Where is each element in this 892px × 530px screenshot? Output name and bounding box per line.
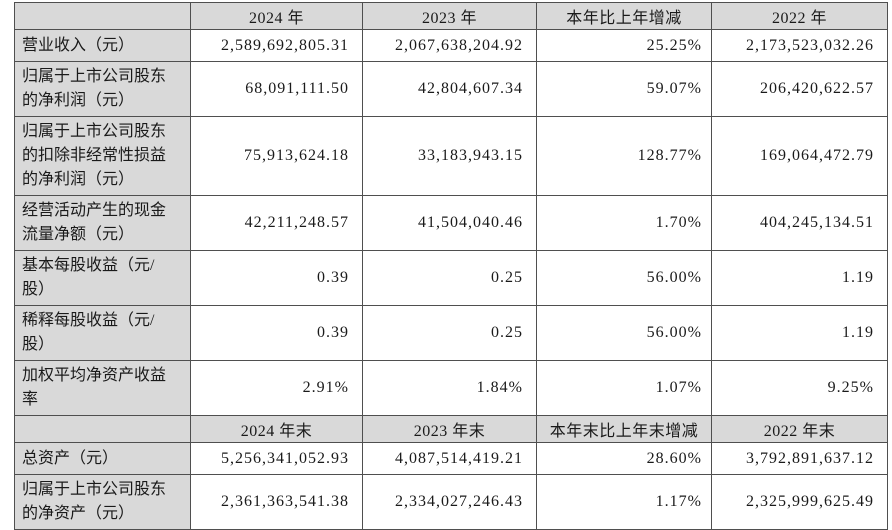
financial-summary-table: 2024 年 2023 年 本年比上年增减 2022 年 营业收入（元） 2,5… xyxy=(14,2,888,530)
table-cell: 0.25 xyxy=(362,250,537,306)
table-row-total-assets: 总资产（元） 5,256,341,052.93 4,087,514,419.21… xyxy=(14,442,888,475)
column-header-2022-end: 2022 年末 xyxy=(711,415,888,443)
table-cell: 1.84% xyxy=(362,360,537,416)
table-cell: 2,589,692,805.31 xyxy=(190,29,363,62)
table-row-net-assets: 归属于上市公司股东的净资产（元） 2,361,363,541.38 2,334,… xyxy=(14,474,888,530)
table-cell: 59.07% xyxy=(536,61,712,117)
row-label: 归属于上市公司股东的净资产（元） xyxy=(14,474,191,530)
table-row-net-profit: 归属于上市公司股东的净利润（元） 68,091,111.50 42,804,60… xyxy=(14,61,888,117)
table-cell: 2.91% xyxy=(190,360,363,416)
table-cell: 41,504,040.46 xyxy=(362,195,537,251)
row-label: 归属于上市公司股东的净利润（元） xyxy=(14,61,191,117)
table-cell: 169,064,472.79 xyxy=(711,116,888,196)
table-cell: 0.39 xyxy=(190,305,363,361)
table-cell: 75,913,624.18 xyxy=(190,116,363,196)
table-cell: 56.00% xyxy=(536,250,712,306)
row-label: 经营活动产生的现金流量净额（元） xyxy=(14,195,191,251)
table-cell: 1.19 xyxy=(711,305,888,361)
table-cell: 25.25% xyxy=(536,29,712,62)
table-cell: 42,211,248.57 xyxy=(190,195,363,251)
table-cell: 404,245,134.51 xyxy=(711,195,888,251)
table-cell: 5,256,341,052.93 xyxy=(190,442,363,475)
period-end-header-row: 2024 年末 2023 年末 本年末比上年末增减 2022 年末 xyxy=(14,415,888,443)
table-cell: 2,067,638,204.92 xyxy=(362,29,537,62)
table-cell: 1.19 xyxy=(711,250,888,306)
column-header-end-yoy-change: 本年末比上年末增减 xyxy=(536,415,712,443)
row-label: 稀释每股收益（元/股） xyxy=(14,305,191,361)
table-row-weighted-avg-roe: 加权平均净资产收益率 2.91% 1.84% 1.07% 9.25% xyxy=(14,360,888,416)
column-header-yoy-change: 本年比上年增减 xyxy=(536,2,712,30)
table-row-operating-cash-flow: 经营活动产生的现金流量净额（元） 42,211,248.57 41,504,04… xyxy=(14,195,888,251)
row-label: 归属于上市公司股东的扣除非经常性损益的净利润（元） xyxy=(14,116,191,196)
table-row-diluted-eps: 稀释每股收益（元/股） 0.39 0.25 56.00% 1.19 xyxy=(14,305,888,361)
corner-cell xyxy=(14,2,191,30)
table-cell: 68,091,111.50 xyxy=(190,61,363,117)
annual-header-row: 2024 年 2023 年 本年比上年增减 2022 年 xyxy=(14,2,888,30)
row-label: 总资产（元） xyxy=(14,442,191,475)
column-header-2024-end: 2024 年末 xyxy=(190,415,363,443)
row-label: 营业收入（元） xyxy=(14,29,191,62)
table-row-revenue: 营业收入（元） 2,589,692,805.31 2,067,638,204.9… xyxy=(14,29,888,62)
column-header-2022: 2022 年 xyxy=(711,2,888,30)
table-cell: 206,420,622.57 xyxy=(711,61,888,117)
column-header-2023: 2023 年 xyxy=(362,2,537,30)
table-cell: 3,792,891,637.12 xyxy=(711,442,888,475)
table-cell: 9.25% xyxy=(711,360,888,416)
row-label: 基本每股收益（元/股） xyxy=(14,250,191,306)
table-cell: 28.60% xyxy=(536,442,712,475)
table-cell: 2,173,523,032.26 xyxy=(711,29,888,62)
corner-cell xyxy=(14,415,191,443)
table-cell: 33,183,943.15 xyxy=(362,116,537,196)
column-header-2023-end: 2023 年末 xyxy=(362,415,537,443)
table-cell: 2,325,999,625.49 xyxy=(711,474,888,530)
table-row-deducted-net-profit: 归属于上市公司股东的扣除非经常性损益的净利润（元） 75,913,624.18 … xyxy=(14,116,888,196)
table-cell: 0.39 xyxy=(190,250,363,306)
table-cell: 1.17% xyxy=(536,474,712,530)
column-header-2024: 2024 年 xyxy=(190,2,363,30)
table-cell: 42,804,607.34 xyxy=(362,61,537,117)
table-cell: 128.77% xyxy=(536,116,712,196)
table-cell: 2,334,027,246.43 xyxy=(362,474,537,530)
table-cell: 1.70% xyxy=(536,195,712,251)
table-row-basic-eps: 基本每股收益（元/股） 0.39 0.25 56.00% 1.19 xyxy=(14,250,888,306)
table-cell: 56.00% xyxy=(536,305,712,361)
table-cell: 4,087,514,419.21 xyxy=(362,442,537,475)
row-label: 加权平均净资产收益率 xyxy=(14,360,191,416)
table-cell: 0.25 xyxy=(362,305,537,361)
table-cell: 2,361,363,541.38 xyxy=(190,474,363,530)
table-cell: 1.07% xyxy=(536,360,712,416)
